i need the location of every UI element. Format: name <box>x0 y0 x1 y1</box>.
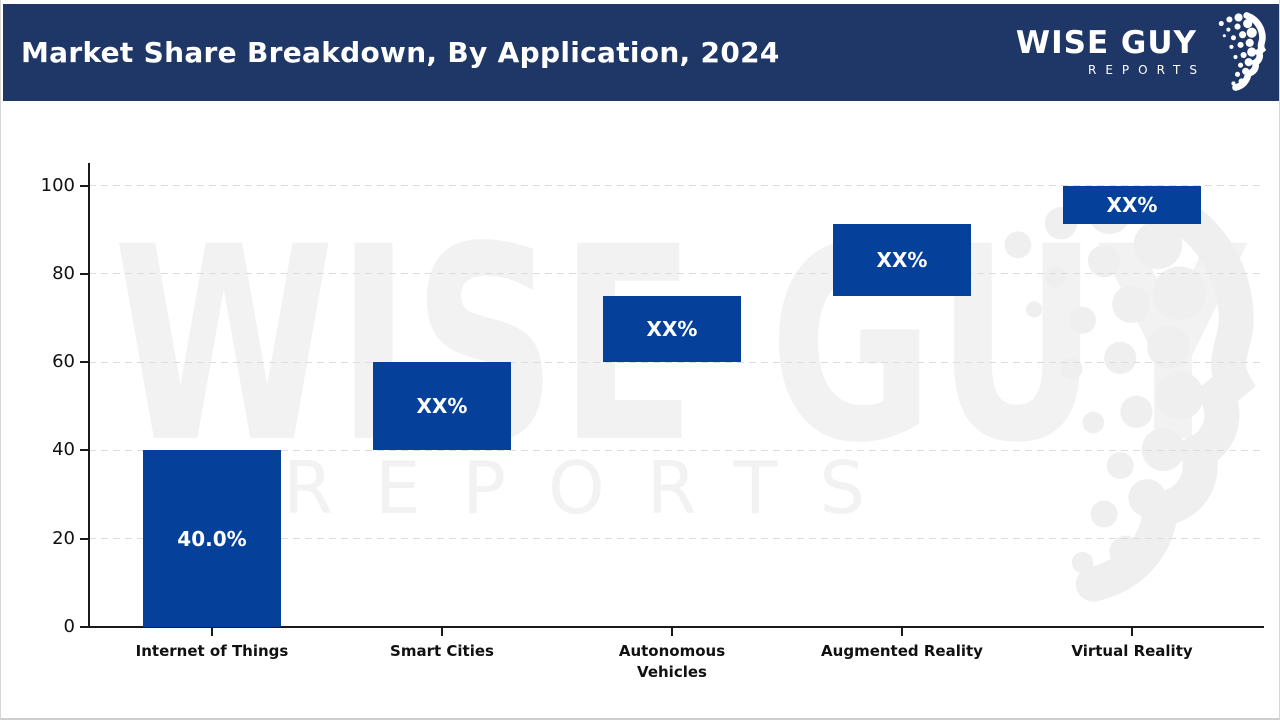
x-axis-line <box>88 626 1264 628</box>
x-category-label: Internet of Things <box>135 642 289 660</box>
y-tick-label: 100 <box>40 174 75 196</box>
gridline-40 <box>89 449 1263 451</box>
y-tick-label: 80 <box>52 262 75 284</box>
bar-4: XX% <box>1063 185 1201 224</box>
logo-reports-label: REPORTS <box>1087 63 1206 77</box>
bar-value-label: XX% <box>876 247 928 272</box>
page-title: Market Share Breakdown, By Application, … <box>21 36 780 69</box>
gridline-20 <box>89 538 1263 540</box>
y-tick-mark <box>80 449 88 452</box>
gridline-60 <box>89 361 1263 363</box>
x-category-label: Virtual Reality <box>1071 642 1193 660</box>
bar-0: 40.0% <box>143 450 281 627</box>
bar-value-label: XX% <box>646 317 698 342</box>
wiseguy-face-icon <box>1203 11 1269 94</box>
report-header: Market Share Breakdown, By Application, … <box>3 4 1279 101</box>
x-tick-mark <box>441 628 443 636</box>
x-tick-mark <box>901 628 903 636</box>
y-tick-label: 0 <box>63 616 75 637</box>
bar-2: XX% <box>603 295 741 363</box>
bar-1: XX% <box>373 362 511 451</box>
x-category-label: Smart Cities <box>390 642 494 660</box>
x-tick-mark <box>211 628 213 636</box>
x-category-label: Autonomous Vehicles <box>618 642 726 681</box>
y-tick-label: 20 <box>52 527 75 549</box>
logo-wiseguy-label: WISE GUY <box>1015 25 1197 61</box>
bar-3: XX% <box>833 223 971 296</box>
x-tick-mark <box>1131 628 1133 636</box>
bar-value-label: XX% <box>1106 192 1158 217</box>
y-axis-line <box>88 163 90 628</box>
y-tick-label: 40 <box>52 439 75 461</box>
x-tick-mark <box>671 628 673 636</box>
bar-value-label: XX% <box>416 394 468 419</box>
bar-value-label: 40.0% <box>177 526 247 551</box>
x-category-label: Augmented Reality <box>821 642 983 660</box>
wiseguy-logo: WISE GUY REPORTS <box>1015 11 1279 94</box>
y-tick-mark <box>80 184 88 187</box>
y-tick-mark <box>80 626 88 628</box>
y-tick-mark <box>80 272 88 275</box>
gridline-100 <box>89 185 1263 187</box>
y-tick-mark <box>80 537 88 540</box>
y-tick-mark <box>80 361 88 364</box>
gridline-80 <box>89 273 1263 275</box>
wiseguy-logo-text: WISE GUY REPORTS <box>1015 25 1197 78</box>
y-tick-label: 60 <box>52 351 75 373</box>
